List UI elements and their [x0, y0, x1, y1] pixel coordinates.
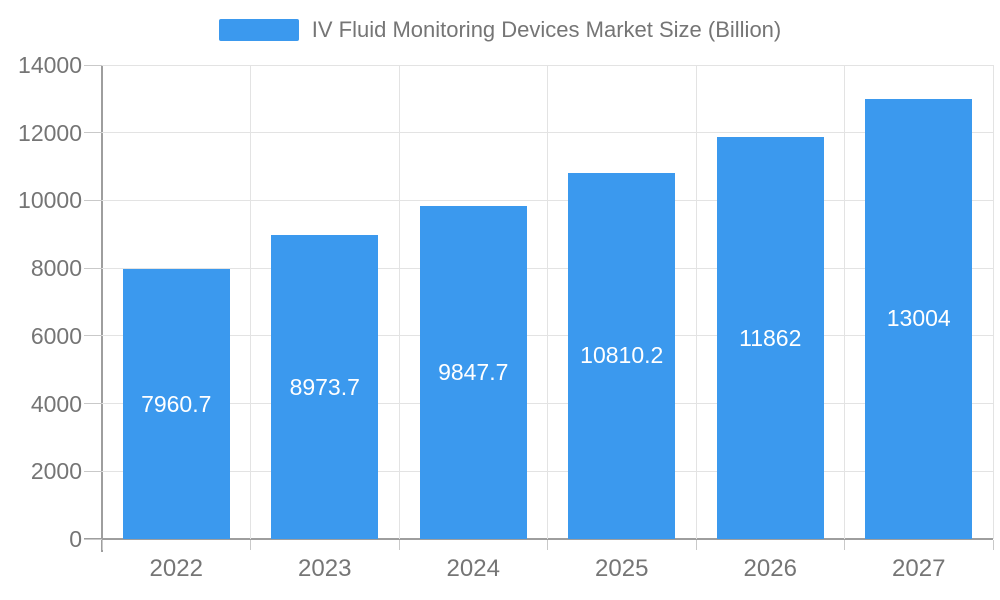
y-axis-label: 2000: [30, 458, 82, 485]
x-axis-tick: [695, 540, 697, 550]
y-axis-label: 4000: [30, 390, 82, 417]
x-axis-label-2027: 2027: [892, 555, 946, 582]
y-axis-tick: [84, 199, 102, 201]
x-axis-label-2025: 2025: [595, 555, 649, 582]
legend-swatch-icon: [218, 19, 299, 41]
x-axis-label-2026: 2026: [743, 555, 797, 582]
x-gridline: [250, 65, 251, 539]
x-axis-tick: [398, 540, 400, 550]
x-axis-tick: [101, 540, 103, 550]
y-axis-line: [101, 65, 103, 552]
chart-legend[interactable]: IV Fluid Monitoring Devices Market Size …: [0, 17, 1000, 43]
x-axis-label-2022: 2022: [149, 555, 203, 582]
bar-value-label: 8973.7: [289, 373, 360, 400]
y-axis-label: 0: [69, 526, 82, 552]
x-gridline: [844, 65, 845, 539]
x-gridline: [547, 65, 548, 539]
x-axis-label-2024: 2024: [446, 555, 500, 582]
bar-2023[interactable]: 8973.7: [271, 235, 379, 539]
bar-value-label: 13004: [886, 305, 951, 332]
y-axis-tick: [84, 267, 102, 269]
y-axis-label: 8000: [30, 255, 82, 282]
bar-value-label: 10810.2: [580, 342, 664, 369]
bar-value-label: 9847.7: [438, 358, 509, 385]
x-axis-tick: [844, 540, 845, 550]
y-axis-label: 10000: [18, 187, 82, 214]
y-axis-label: 14000: [18, 52, 82, 78]
x-gridline: [992, 65, 994, 539]
x-axis-tick: [992, 540, 994, 550]
x-axis-tick: [250, 540, 251, 550]
bar-2022[interactable]: 7960.7: [122, 269, 230, 539]
bar-value-label: 11862: [739, 324, 802, 351]
y-axis-tick: [84, 470, 102, 472]
x-axis-tick: [547, 540, 548, 550]
x-axis-line: [84, 538, 993, 540]
x-axis-label-2023: 2023: [298, 555, 352, 582]
bar-2026[interactable]: 11862: [716, 137, 824, 539]
y-axis-tick: [84, 403, 102, 405]
legend-label: IV Fluid Monitoring Devices Market Size …: [311, 17, 782, 42]
y-axis-label: 12000: [18, 119, 82, 146]
y-axis-tick: [84, 538, 102, 540]
y-axis-tick: [84, 335, 102, 337]
y-axis-tick: [84, 64, 102, 66]
bar-2024[interactable]: 9847.7: [419, 205, 527, 539]
bar-value-label: 7960.7: [141, 390, 212, 417]
y-axis-tick: [84, 132, 102, 134]
bar-2025[interactable]: 10810.2: [568, 172, 676, 539]
x-gridline: [398, 65, 400, 539]
bar-2027[interactable]: 13004: [865, 98, 973, 539]
x-gridline: [695, 65, 697, 539]
y-axis-label: 6000: [30, 322, 82, 349]
